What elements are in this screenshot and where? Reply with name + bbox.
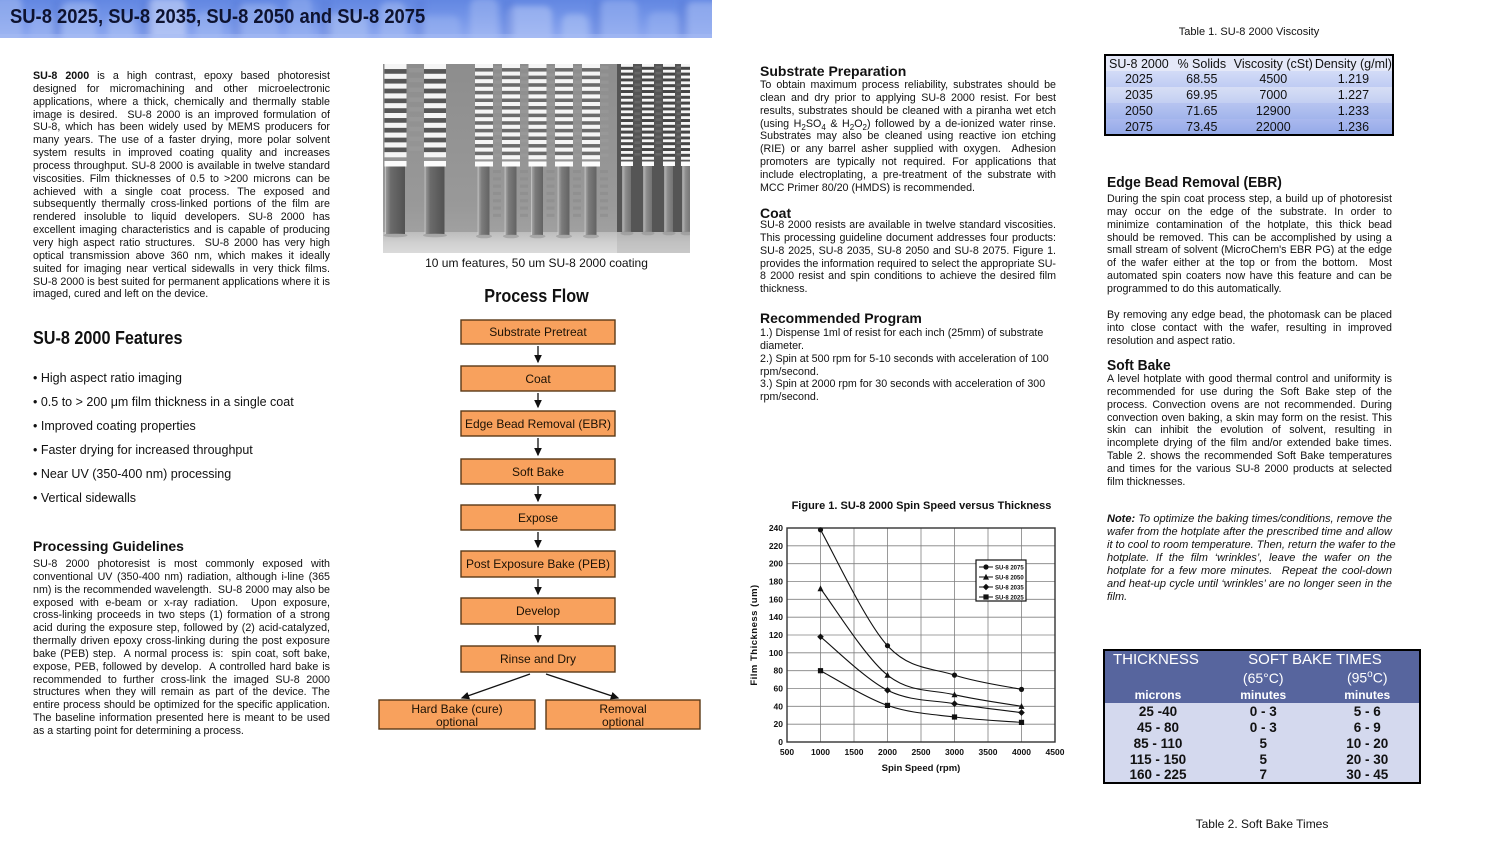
svg-text:Expose: Expose xyxy=(518,511,558,525)
svg-text:180: 180 xyxy=(769,577,783,587)
svg-text:Removal: Removal xyxy=(599,702,646,716)
svg-text:Hard Bake (cure): Hard Bake (cure) xyxy=(411,702,502,716)
svg-text:60: 60 xyxy=(774,684,784,694)
svg-text:3500: 3500 xyxy=(979,747,998,757)
svg-text:2500: 2500 xyxy=(912,747,931,757)
svg-text:optional: optional xyxy=(602,715,644,729)
svg-text:3000: 3000 xyxy=(945,747,964,757)
svg-text:0: 0 xyxy=(778,737,783,747)
svg-text:SU-8 2035: SU-8 2035 xyxy=(995,585,1024,591)
svg-text:220: 220 xyxy=(769,541,783,551)
svg-text:140: 140 xyxy=(769,612,783,622)
svg-text:SU-8 2050: SU-8 2050 xyxy=(995,575,1024,581)
svg-text:Soft Bake: Soft Bake xyxy=(512,465,564,479)
svg-text:100: 100 xyxy=(769,648,783,658)
svg-text:1000: 1000 xyxy=(811,747,830,757)
svg-text:Rinse and Dry: Rinse and Dry xyxy=(500,652,576,666)
svg-text:200: 200 xyxy=(769,559,783,569)
svg-text:Substrate Pretreat: Substrate Pretreat xyxy=(489,325,587,339)
svg-text:SU-8 2075: SU-8 2075 xyxy=(995,565,1024,571)
svg-text:optional: optional xyxy=(436,715,478,729)
svg-text:500: 500 xyxy=(780,747,794,757)
svg-text:4500: 4500 xyxy=(1046,747,1065,757)
svg-text:80: 80 xyxy=(774,666,784,676)
svg-text:1500: 1500 xyxy=(845,747,864,757)
svg-text:20: 20 xyxy=(774,719,784,729)
svg-text:160: 160 xyxy=(769,594,783,604)
svg-text:2000: 2000 xyxy=(878,747,897,757)
svg-text:SU-8 2025: SU-8 2025 xyxy=(995,595,1024,601)
svg-text:Coat: Coat xyxy=(525,372,551,386)
svg-text:Film Thickness (um): Film Thickness (um) xyxy=(749,584,760,685)
svg-text:120: 120 xyxy=(769,630,783,640)
svg-text:240: 240 xyxy=(769,523,783,533)
svg-text:40: 40 xyxy=(774,701,784,711)
svg-text:Edge Bead Removal (EBR): Edge Bead Removal (EBR) xyxy=(465,417,611,431)
svg-text:Post Exposure Bake (PEB): Post Exposure Bake (PEB) xyxy=(466,557,610,571)
svg-text:Develop: Develop xyxy=(516,604,560,618)
svg-text:Spin Speed (rpm): Spin Speed (rpm) xyxy=(882,763,961,774)
svg-text:4000: 4000 xyxy=(1012,747,1031,757)
